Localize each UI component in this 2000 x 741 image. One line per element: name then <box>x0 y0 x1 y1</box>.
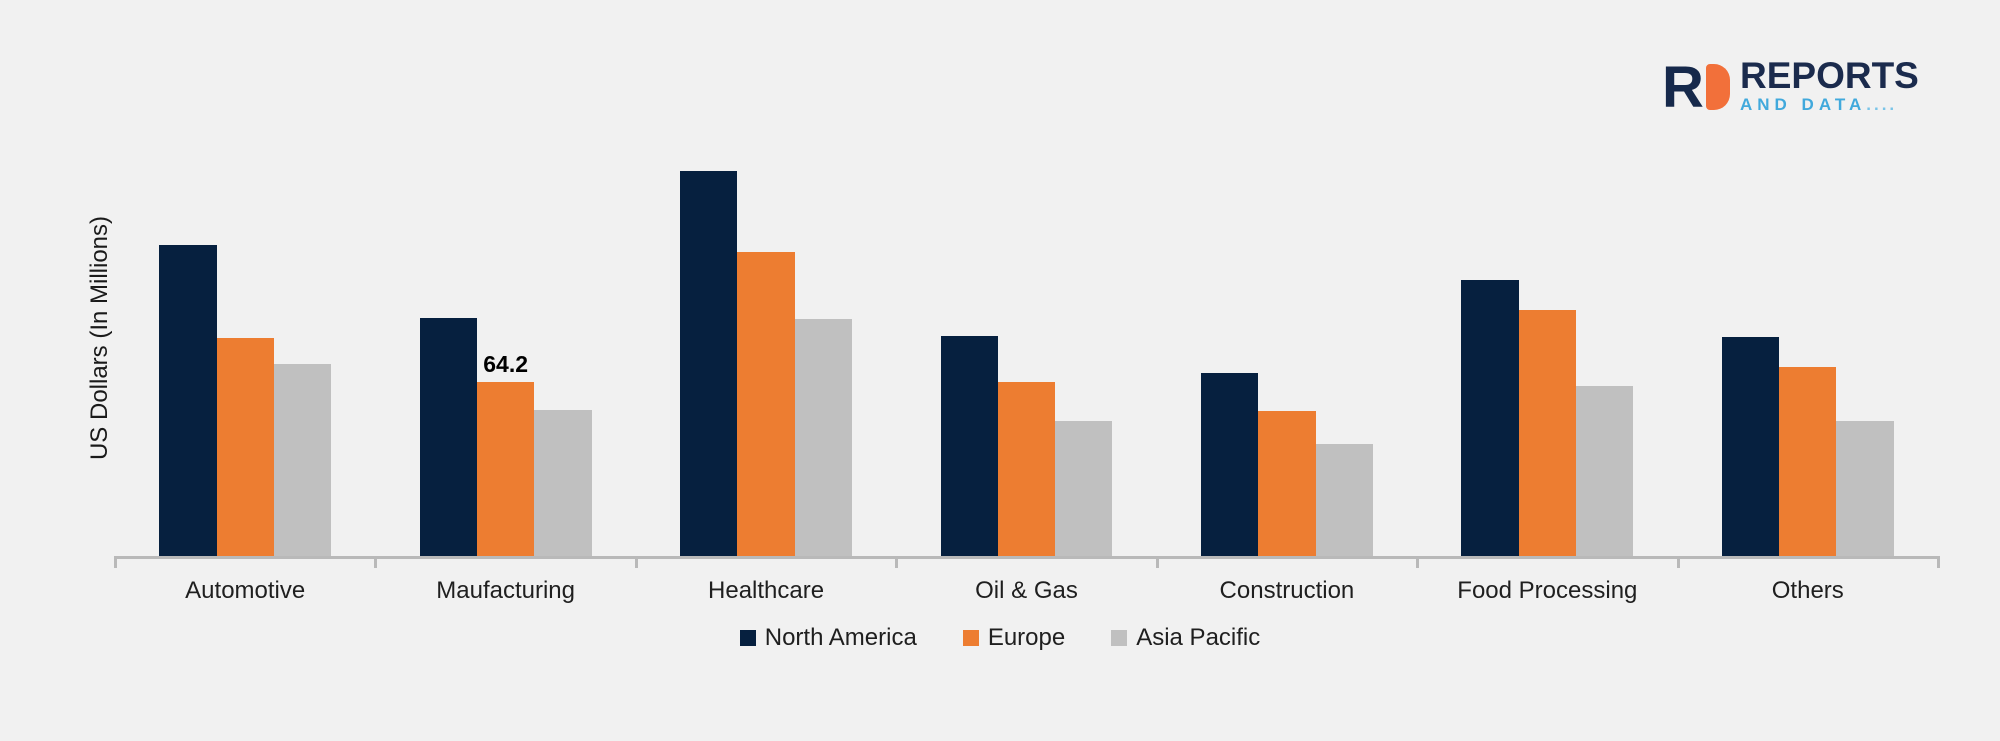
chart-legend: North America Europe Asia Pacific <box>0 624 2000 652</box>
bar-europe-healthcare <box>737 251 795 556</box>
bar-north-america-construction <box>1200 373 1259 556</box>
legend-swatch <box>962 630 979 646</box>
legend-item-asia-pacific: Asia Pacific <box>1111 624 1260 652</box>
legend-label: Europe <box>987 624 1066 651</box>
bar-north-america-oil-gas <box>940 335 998 556</box>
bar-asia-pacific-food-processing <box>1576 385 1634 556</box>
x-axis-tick <box>1676 556 1680 568</box>
bar-europe-others <box>1779 366 1837 556</box>
bar-europe-food-processing <box>1518 309 1576 556</box>
bar-north-america-maufacturing <box>419 317 477 556</box>
logo-d-shape <box>1706 64 1730 110</box>
category-label: Construction <box>1219 577 1355 604</box>
bar-north-america-others <box>1721 336 1780 556</box>
bar-value-label: 64.2 <box>483 351 529 378</box>
category-label: Food Processing <box>1457 577 1638 604</box>
category-label: Others <box>1771 577 1844 604</box>
legend-swatch <box>739 630 756 646</box>
x-axis-tick <box>1416 556 1420 568</box>
category-label: Maufacturing <box>436 577 576 604</box>
legend-swatch <box>1111 630 1128 646</box>
bar-europe-automotive <box>216 338 274 556</box>
bar-north-america-food-processing <box>1461 280 1519 556</box>
category-label: Automotive <box>185 577 306 604</box>
x-axis-tick <box>374 556 378 568</box>
category-label: Healthcare <box>708 577 825 604</box>
x-axis-tick <box>895 556 899 568</box>
logo-dots: .... <box>1866 95 1898 114</box>
bar-europe-maufacturing <box>476 382 535 556</box>
category-label: Oil & Gas <box>975 577 1078 604</box>
legend-label: North America <box>764 624 917 651</box>
bar-asia-pacific-oil-gas <box>1055 420 1113 556</box>
x-axis-tick <box>114 556 117 568</box>
bar-asia-pacific-maufacturing <box>534 409 592 556</box>
legend-item-north-america: North America <box>739 624 917 652</box>
reports-and-data-logo: R REPORTS AND DATA.... <box>1662 55 1919 120</box>
bar-north-america-healthcare <box>680 170 738 556</box>
logo-text: REPORTS AND DATA.... <box>1740 55 1919 115</box>
logo-subtitle: AND DATA.... <box>1740 95 1898 114</box>
bar-asia-pacific-others <box>1836 420 1894 556</box>
bar-asia-pacific-automotive <box>273 363 332 556</box>
logo-title: REPORTS <box>1740 55 1919 96</box>
bar-europe-oil-gas <box>997 382 1056 556</box>
bar-asia-pacific-healthcare <box>794 319 853 556</box>
x-axis-line <box>115 556 1938 559</box>
bar-europe-construction <box>1258 411 1316 556</box>
bar-asia-pacific-construction <box>1315 443 1373 556</box>
logo-rd-icon: R <box>1662 55 1734 120</box>
legend-item-europe: Europe <box>962 624 1066 652</box>
logo-r-glyph: R <box>1662 55 1704 120</box>
x-axis-tick <box>634 556 638 568</box>
x-axis-tick <box>1937 556 1940 568</box>
bar-north-america-automotive <box>159 244 217 556</box>
x-axis-tick <box>1155 556 1159 568</box>
legend-label: Asia Pacific <box>1136 624 1261 651</box>
